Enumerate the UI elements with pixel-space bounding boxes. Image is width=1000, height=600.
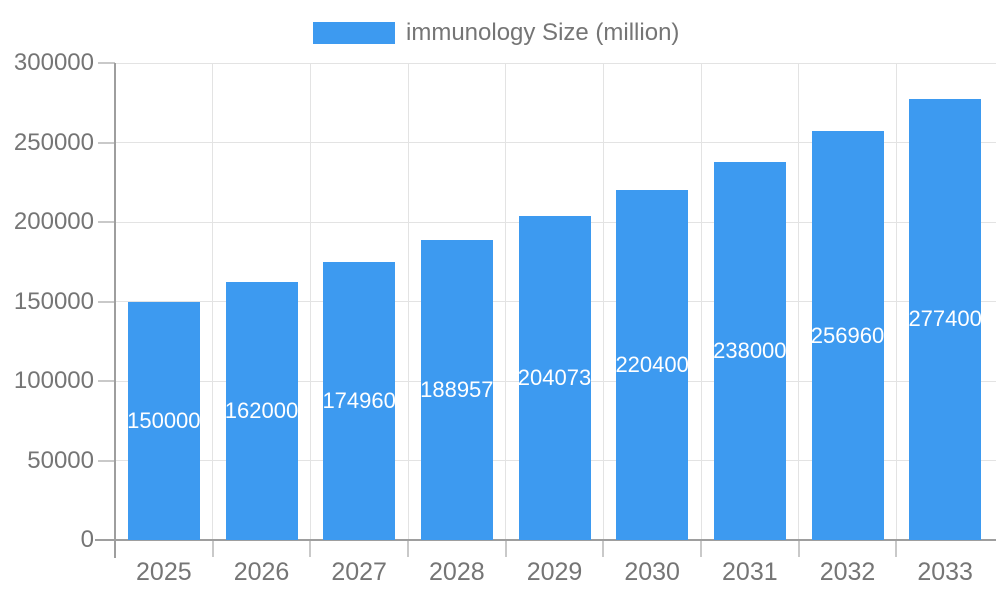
x-tick-label-2032: 2032 <box>819 558 876 586</box>
y-tick-label-200000: 200000 <box>13 208 94 235</box>
v-gridline <box>309 63 311 540</box>
x-tick-label-2030: 2030 <box>624 558 680 586</box>
legend-label: immunology Size (million) <box>406 19 680 46</box>
y-tick <box>98 380 115 382</box>
bar-value-label-2032: 256960 <box>811 322 884 348</box>
x-tick <box>602 541 605 557</box>
y-tick <box>98 300 115 303</box>
bar-value-label-2031: 238000 <box>713 337 786 363</box>
v-gridline <box>895 63 897 540</box>
v-gridline <box>407 63 409 540</box>
x-tick-label-2025: 2025 <box>136 558 192 586</box>
v-gridline <box>505 63 507 540</box>
bar-2030: 220400 <box>616 189 689 540</box>
bar-value-label-2028: 188957 <box>420 376 493 402</box>
x-tick <box>407 541 409 557</box>
bar-value-label-2027: 174960 <box>323 387 396 413</box>
bar-2033: 277400 <box>909 98 982 540</box>
x-tick-label-2029: 2029 <box>526 558 583 586</box>
legend-swatch <box>313 22 395 44</box>
bar-value-label-2029: 204073 <box>518 364 591 390</box>
x-tick <box>700 541 702 557</box>
y-tick-label-150000: 150000 <box>13 287 94 315</box>
x-tick <box>895 541 898 557</box>
bar-2026: 162000 <box>225 282 298 540</box>
y-tick <box>98 459 115 462</box>
x-axis-line <box>95 539 996 541</box>
bar-2031: 238000 <box>713 161 786 540</box>
x-tick <box>797 541 800 557</box>
y-axis-line <box>114 63 116 558</box>
bar-value-label-2030: 220400 <box>616 351 689 377</box>
bar-2028: 188957 <box>420 239 493 540</box>
x-tick-label-2031: 2031 <box>722 558 778 586</box>
y-tick-label-0: 0 <box>80 526 94 553</box>
v-gridline <box>798 63 800 540</box>
x-tick <box>504 541 507 557</box>
y-tick <box>98 141 115 144</box>
x-tick-label-2028: 2028 <box>429 558 485 586</box>
h-gridline <box>115 62 996 64</box>
y-tick-label-250000: 250000 <box>13 128 94 156</box>
bar-2032: 256960 <box>811 131 884 540</box>
y-tick <box>98 62 115 64</box>
bar-value-label-2025: 150000 <box>127 407 200 433</box>
bar-value-label-2033: 277400 <box>909 306 982 332</box>
y-tick-label-50000: 50000 <box>27 446 94 474</box>
y-tick <box>98 221 115 223</box>
bar-2025: 150000 <box>127 301 200 540</box>
x-tick <box>211 541 214 557</box>
bar-2029: 204073 <box>518 215 591 540</box>
y-tick-label-100000: 100000 <box>13 367 94 394</box>
legend: immunology Size (million) <box>313 21 679 45</box>
x-tick <box>309 541 312 557</box>
bar-value-label-2026: 162000 <box>225 398 298 424</box>
y-tick-label-300000: 300000 <box>13 49 94 76</box>
v-gridline <box>212 63 214 540</box>
v-gridline <box>602 63 604 540</box>
bar-2027: 174960 <box>323 261 396 540</box>
h-gridline <box>115 142 996 143</box>
x-tick-label-2027: 2027 <box>331 558 387 586</box>
x-tick-label-2033: 2033 <box>917 558 973 586</box>
v-gridline <box>700 63 702 540</box>
x-tick-label-2026: 2026 <box>233 558 290 586</box>
